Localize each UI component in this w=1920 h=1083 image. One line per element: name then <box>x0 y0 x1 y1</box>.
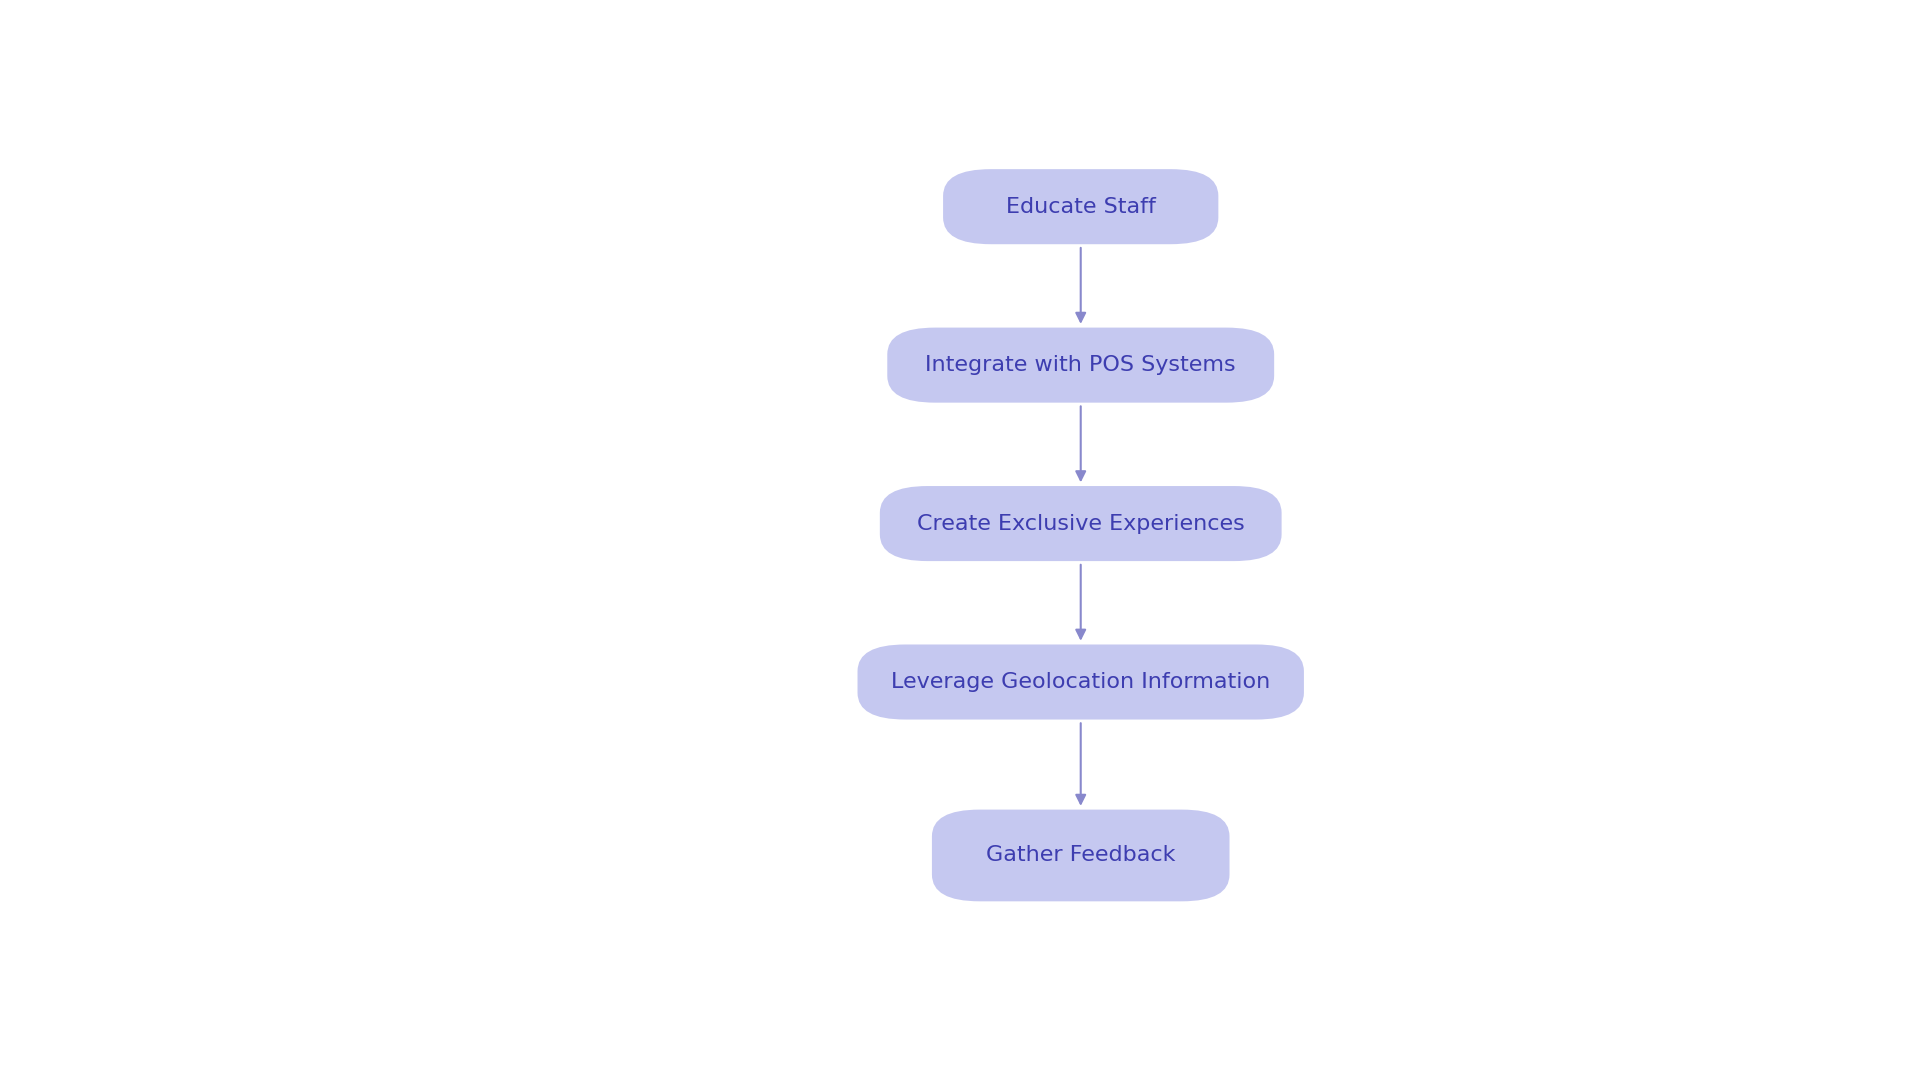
Text: Gather Feedback: Gather Feedback <box>987 846 1175 865</box>
Text: Integrate with POS Systems: Integrate with POS Systems <box>925 355 1236 375</box>
Text: Leverage Geolocation Information: Leverage Geolocation Information <box>891 673 1271 692</box>
FancyBboxPatch shape <box>858 644 1304 719</box>
Text: Create Exclusive Experiences: Create Exclusive Experiences <box>918 513 1244 534</box>
FancyBboxPatch shape <box>879 486 1283 561</box>
Text: Educate Staff: Educate Staff <box>1006 197 1156 217</box>
FancyBboxPatch shape <box>931 810 1229 901</box>
FancyBboxPatch shape <box>943 169 1219 244</box>
FancyBboxPatch shape <box>887 327 1275 403</box>
